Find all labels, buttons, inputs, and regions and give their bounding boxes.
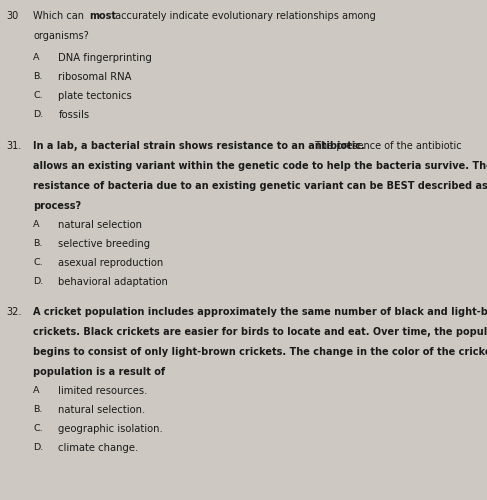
Text: crickets. Black crickets are easier for birds to locate and eat. Over time, the : crickets. Black crickets are easier for … <box>33 327 487 337</box>
Text: A: A <box>33 53 39 62</box>
Text: D.: D. <box>33 277 43 286</box>
Text: fossils: fossils <box>58 110 90 120</box>
Text: C.: C. <box>33 258 43 267</box>
Text: geographic isolation.: geographic isolation. <box>58 424 163 434</box>
Text: process?: process? <box>33 201 81 211</box>
Text: 30: 30 <box>6 11 18 21</box>
Text: natural selection: natural selection <box>58 220 142 230</box>
Text: A cricket population includes approximately the same number of black and light-b: A cricket population includes approximat… <box>33 307 487 317</box>
Text: DNA fingerprinting: DNA fingerprinting <box>58 53 152 63</box>
Text: D.: D. <box>33 443 43 452</box>
Text: population is a result of: population is a result of <box>33 367 165 377</box>
Text: ribosomal RNA: ribosomal RNA <box>58 72 132 82</box>
Text: behavioral adaptation: behavioral adaptation <box>58 277 169 287</box>
Text: D.: D. <box>33 110 43 119</box>
Text: A: A <box>33 386 39 395</box>
Text: C.: C. <box>33 91 43 100</box>
Text: plate tectonics: plate tectonics <box>58 91 132 101</box>
Text: 32.: 32. <box>6 307 21 317</box>
Text: B.: B. <box>33 405 42 414</box>
Text: B.: B. <box>33 239 42 248</box>
Text: selective breeding: selective breeding <box>58 239 150 249</box>
Text: most: most <box>89 11 116 21</box>
Text: limited resources.: limited resources. <box>58 386 148 396</box>
Text: Which can: Which can <box>33 11 87 21</box>
Text: climate change.: climate change. <box>58 443 139 453</box>
Text: resistance of bacteria due to an existing genetic variant can be BEST described : resistance of bacteria due to an existin… <box>33 181 487 191</box>
Text: The presence of the antibiotic: The presence of the antibiotic <box>312 141 462 151</box>
Text: accurately indicate evolutionary relationships among: accurately indicate evolutionary relatio… <box>112 11 375 21</box>
Text: A: A <box>33 220 39 229</box>
Text: organisms?: organisms? <box>33 31 89 41</box>
Text: B.: B. <box>33 72 42 81</box>
Text: natural selection.: natural selection. <box>58 405 146 415</box>
Text: asexual reproduction: asexual reproduction <box>58 258 164 268</box>
Text: C.: C. <box>33 424 43 433</box>
Text: allows an existing variant within the genetic code to help the bacteria survive.: allows an existing variant within the ge… <box>33 161 487 171</box>
Text: begins to consist of only light-brown crickets. The change in the color of the c: begins to consist of only light-brown cr… <box>33 347 487 357</box>
Text: 31.: 31. <box>6 141 21 151</box>
Text: In a lab, a bacterial strain shows resistance to an antibiotic.: In a lab, a bacterial strain shows resis… <box>33 141 365 151</box>
